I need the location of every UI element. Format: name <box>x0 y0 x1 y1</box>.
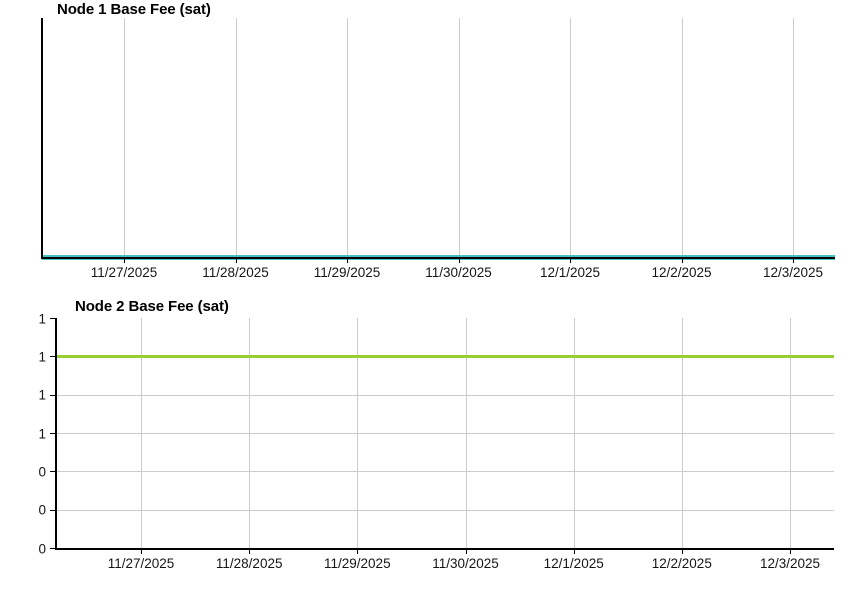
x-tick-label: 11/29/2025 <box>324 556 391 571</box>
x-tick-label: 11/28/2025 <box>202 265 269 280</box>
x-axis-tick <box>790 550 791 554</box>
x-gridline <box>570 18 571 257</box>
x-axis-tick <box>793 259 794 263</box>
x-tick-label: 12/1/2025 <box>543 556 604 571</box>
x-tick-label: 12/1/2025 <box>539 265 601 280</box>
x-axis-line <box>55 548 834 550</box>
x-tick-label: 12/3/2025 <box>759 556 821 571</box>
x-tick-label: 12/3/2025 <box>762 265 824 280</box>
x-axis-tick <box>124 259 125 263</box>
x-axis-tick <box>458 259 460 263</box>
y-axis-tick <box>50 356 55 358</box>
y-gridline <box>57 433 834 434</box>
y-gridline <box>57 509 834 511</box>
y-gridline <box>57 394 834 396</box>
x-axis-line <box>41 257 835 259</box>
y-axis-line <box>55 318 57 550</box>
x-tick-label: 12/2/2025 <box>651 556 712 571</box>
y-axis-tick <box>50 394 55 396</box>
y-axis-tick <box>50 433 55 434</box>
x-tick-label: 11/27/2025 <box>107 556 175 571</box>
x-gridline <box>681 18 683 257</box>
x-axis-tick <box>681 550 683 554</box>
y-axis-tick <box>50 318 55 319</box>
x-tick-label: 11/27/2025 <box>90 265 158 280</box>
x-tick-label: 11/29/2025 <box>313 265 381 280</box>
node2-chart-title: Node 2 Base Fee (sat) <box>75 298 229 315</box>
x-axis-tick <box>570 259 571 263</box>
y-axis-tick <box>50 471 55 473</box>
y-gridline <box>57 471 834 473</box>
y-axis-line <box>41 18 43 259</box>
node1-base-fee-chart: Node 1 Base Fee (sat) 11/27/2025 11/28/20… <box>0 0 860 295</box>
y-tick-label: 1 <box>38 311 46 326</box>
x-tick-label: 12/2/2025 <box>651 265 712 280</box>
x-axis-tick <box>235 259 237 263</box>
x-tick-label: 11/30/2025 <box>425 265 492 280</box>
y-axis-tick <box>50 509 55 511</box>
node2-base-fee-chart: Node 2 Base Fee (sat) 1 1 1 1 0 0 0 11/27/2025 1… <box>0 295 860 600</box>
x-gridline <box>793 18 794 257</box>
x-gridline <box>235 18 237 257</box>
x-axis-tick <box>141 550 142 554</box>
x-axis-tick <box>573 550 575 554</box>
y-tick-label: 0 <box>38 541 46 556</box>
y-tick-label: 1 <box>38 387 46 403</box>
y-axis-tick <box>50 548 55 549</box>
x-axis-tick <box>347 259 348 263</box>
x-axis-tick <box>465 550 467 554</box>
x-gridline <box>458 18 460 257</box>
x-tick-label: 11/30/2025 <box>432 556 499 571</box>
x-gridline <box>347 18 348 257</box>
series-line-node2 <box>56 355 834 359</box>
node1-chart-title: Node 1 Base Fee (sat) <box>57 1 211 18</box>
y-tick-label: 0 <box>38 464 46 480</box>
x-tick-label: 11/28/2025 <box>215 556 283 571</box>
x-axis-tick <box>357 550 359 554</box>
x-axis-tick <box>249 550 251 554</box>
y-tick-label: 1 <box>38 426 46 441</box>
y-tick-label: 0 <box>38 502 46 518</box>
y-tick-label: 1 <box>38 349 46 365</box>
x-axis-tick <box>681 259 683 263</box>
x-gridline <box>124 18 125 257</box>
